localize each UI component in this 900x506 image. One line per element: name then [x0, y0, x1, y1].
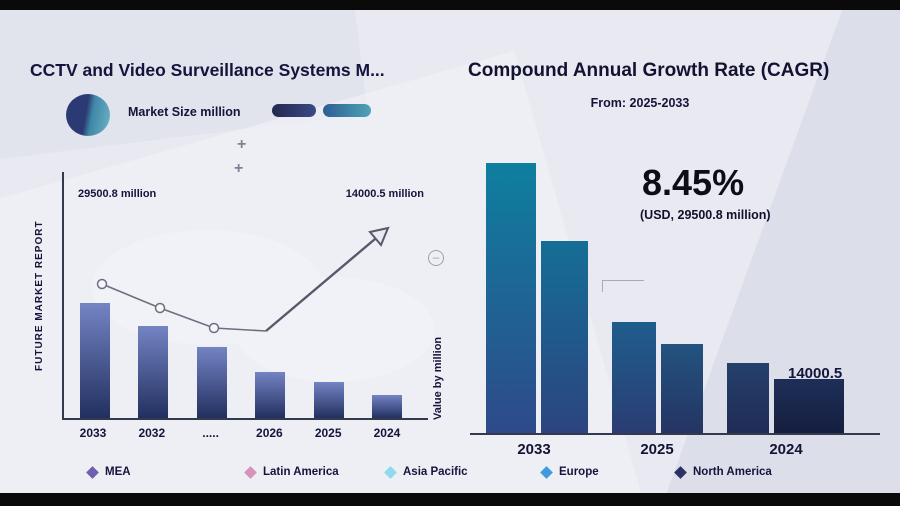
legend-item-mea: MEA	[86, 465, 131, 479]
latin-america-marker-icon	[244, 465, 257, 479]
plus-icon: +	[234, 160, 244, 177]
cagr-bar-2033-2	[541, 241, 588, 433]
x-axis-label: 2026	[256, 426, 283, 440]
cagr-percentage: 8.45%	[642, 162, 745, 203]
cagr-subtitle: From: 2025-2033	[590, 96, 690, 110]
x-axis-label: 2025	[314, 426, 342, 440]
market-size-legend-label: Market Size million	[128, 105, 241, 119]
value-callout-14000: 14000.5	[788, 365, 843, 382]
value-axis-label: Value by million	[432, 336, 444, 420]
market-size-bar-2026	[255, 372, 286, 418]
mea-marker-icon	[86, 465, 99, 479]
cagr-bar-2025-2	[661, 344, 703, 433]
pill-dark	[272, 104, 316, 117]
legend-item-north-america: North America	[674, 465, 772, 479]
pill-teal	[323, 104, 371, 117]
market-size-x-axis: 2033 2032..... 2026 2025 2024	[78, 426, 402, 440]
x-label-2025: 2025	[640, 441, 674, 458]
page-title: CCTV and Video Surveillance Systems M...	[30, 60, 385, 80]
report-side-label: FUTURE MARKET REPORT	[34, 220, 45, 372]
legend-label-asia-pacific: Asia Pacific	[403, 466, 468, 478]
cagr-bar-2024-2	[774, 379, 844, 433]
cagr-bar-2025-1	[612, 322, 656, 433]
trend-arrow	[96, 226, 390, 334]
x-axis-label: 2024	[373, 426, 401, 440]
circle-minus-icon: –	[428, 250, 444, 266]
market-size-bar-2032	[138, 326, 169, 418]
cagr-chart	[470, 158, 880, 435]
step-decoration	[602, 280, 644, 292]
end-value-annotation: 14000.5 million	[345, 188, 424, 200]
plus-icon: +	[237, 136, 247, 153]
legend-item-asia-pacific: Asia Pacific	[384, 465, 468, 479]
x-label-2033: 2033	[517, 441, 551, 458]
x-label-2024: 2024	[769, 441, 803, 458]
bottom-frame-bar	[0, 493, 900, 506]
x-axis-label: 2033	[79, 426, 107, 440]
north-america-marker-icon	[674, 465, 687, 479]
market-size-bar-2025	[313, 382, 344, 418]
legend-item-europe: Europe	[540, 465, 599, 479]
legend-label-mea: MEA	[105, 466, 131, 478]
top-frame-bar	[0, 0, 900, 10]
legend-item-latin-america: Latin America	[244, 465, 339, 479]
market-size-bar-2024	[371, 395, 402, 418]
cagr-bar-2033-1	[486, 163, 536, 433]
max-value-annotation: 29500.8 million	[78, 188, 157, 200]
asia-pacific-marker-icon	[384, 465, 397, 479]
decorative-pills	[272, 104, 371, 117]
market-size-legend-icon	[66, 94, 110, 136]
legend-label-north-america: North America	[693, 466, 772, 478]
legend-label-europe: Europe	[559, 466, 599, 478]
market-size-bar-2033	[80, 303, 110, 418]
cagr-bar-2024-1	[727, 363, 769, 433]
cagr-title: Compound Annual Growth Rate (CAGR)	[468, 60, 830, 81]
market-size-bar-.....	[196, 346, 227, 418]
cagr-bars	[486, 163, 844, 433]
market-size-bars	[80, 303, 402, 418]
market-size-chart: 29500.8 million 14000.5 million	[62, 172, 434, 420]
x-axis-label: 2032	[138, 426, 166, 440]
x-axis-label: .....	[202, 426, 219, 440]
europe-marker-icon	[540, 465, 553, 479]
legend-label-latin-america: Latin America	[263, 466, 339, 478]
cagr-basis-note: (USD, 29500.8 million)	[640, 208, 771, 222]
